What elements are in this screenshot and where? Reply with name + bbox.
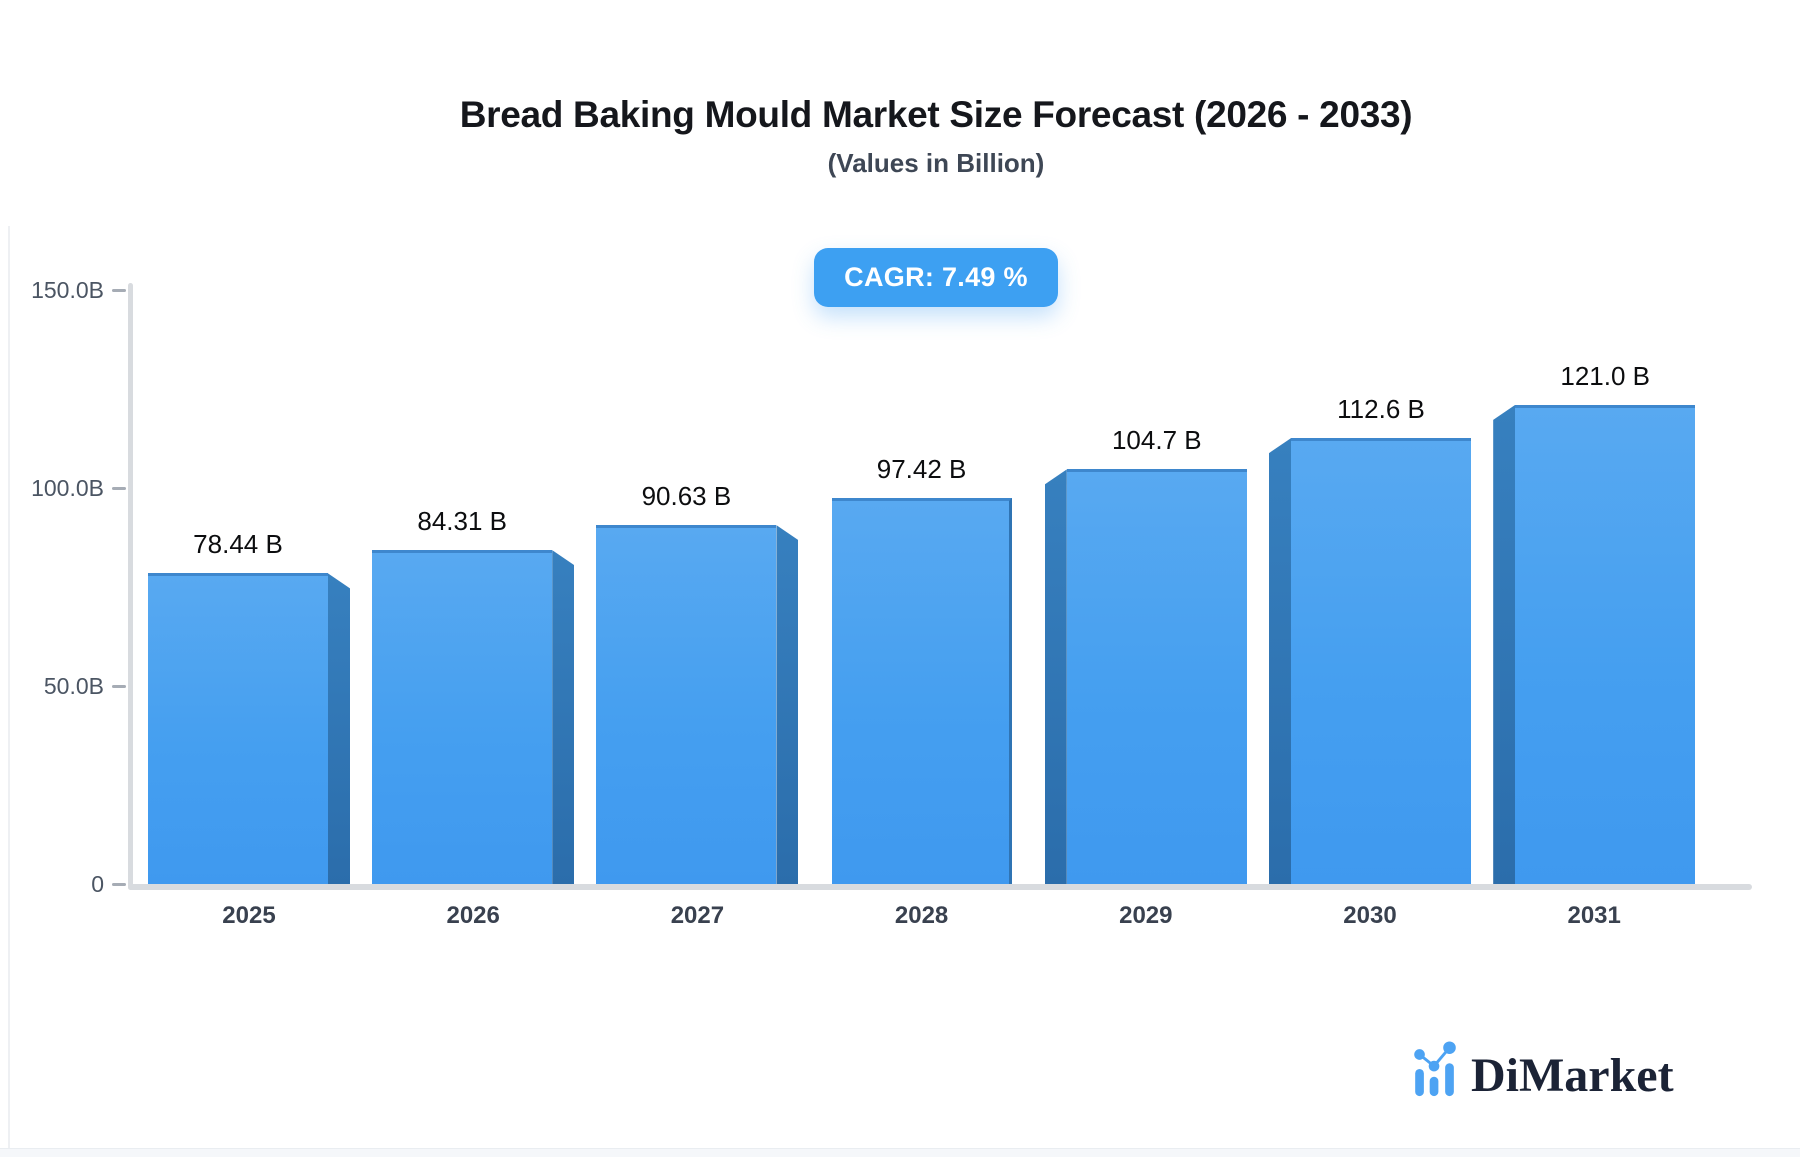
y-tick-dash bbox=[112, 487, 126, 490]
y-axis-line bbox=[128, 283, 133, 890]
x-tick-label: 2028 bbox=[894, 902, 949, 929]
x-tick-label: 2030 bbox=[1343, 902, 1397, 929]
bar-side bbox=[328, 573, 350, 884]
bar-side bbox=[552, 550, 575, 884]
bar-value-label: 104.7 B bbox=[1111, 425, 1202, 456]
bar-value-label: 78.44 B bbox=[193, 529, 283, 560]
bar-side bbox=[776, 525, 799, 884]
y-tick-label: 0 bbox=[91, 871, 104, 897]
bar[interactable] bbox=[148, 573, 328, 884]
bar-value-label: 121.0 B bbox=[1560, 360, 1650, 391]
cagr-badge-row: CAGR: 7.49 % bbox=[128, 248, 1744, 307]
bar[interactable] bbox=[1515, 404, 1696, 884]
x-tick-label: 2025 bbox=[222, 902, 276, 929]
bar-value-label: 97.42 B bbox=[876, 454, 967, 485]
bar[interactable] bbox=[831, 498, 1012, 884]
y-tick-label: 150.0B bbox=[31, 277, 104, 303]
bar-side bbox=[1269, 438, 1291, 884]
y-tick-dash bbox=[112, 883, 126, 886]
bar[interactable] bbox=[372, 550, 553, 884]
bar-value-label: 90.63 B bbox=[641, 481, 732, 512]
y-tick-dash bbox=[112, 289, 126, 292]
bar[interactable] bbox=[1066, 469, 1247, 884]
x-tick-label: 2029 bbox=[1119, 902, 1173, 929]
bar-side bbox=[1493, 404, 1516, 884]
bar[interactable] bbox=[1291, 438, 1471, 884]
y-tick-label: 100.0B bbox=[31, 475, 104, 501]
bottom-strip bbox=[0, 1148, 1800, 1157]
x-axis-line bbox=[128, 884, 1752, 890]
brand-logo-text: DiMarket bbox=[1471, 1048, 1674, 1102]
chart-subtitle: (Values in Billion) bbox=[827, 148, 1045, 178]
y-tick-label: 50.0B bbox=[43, 673, 104, 699]
brand-logo: DiMarket bbox=[1412, 1040, 1674, 1102]
bar-side bbox=[1044, 469, 1067, 884]
page-left-border bbox=[8, 226, 10, 1148]
x-tick-label: 2026 bbox=[446, 902, 500, 929]
bar[interactable] bbox=[596, 525, 777, 884]
bar-value-label: 112.6 B bbox=[1337, 394, 1425, 425]
y-tick-dash bbox=[112, 685, 126, 688]
bar-chart-dots-icon bbox=[1414, 1041, 1456, 1097]
x-tick-label: 2027 bbox=[670, 902, 725, 929]
cagr-badge: CAGR: 7.49 % bbox=[814, 248, 1058, 307]
bar-value-label: 84.31 B bbox=[417, 506, 507, 537]
chart-title: Bread Baking Mould Market Size Forecast … bbox=[459, 94, 1413, 135]
x-tick-label: 2031 bbox=[1567, 902, 1621, 929]
